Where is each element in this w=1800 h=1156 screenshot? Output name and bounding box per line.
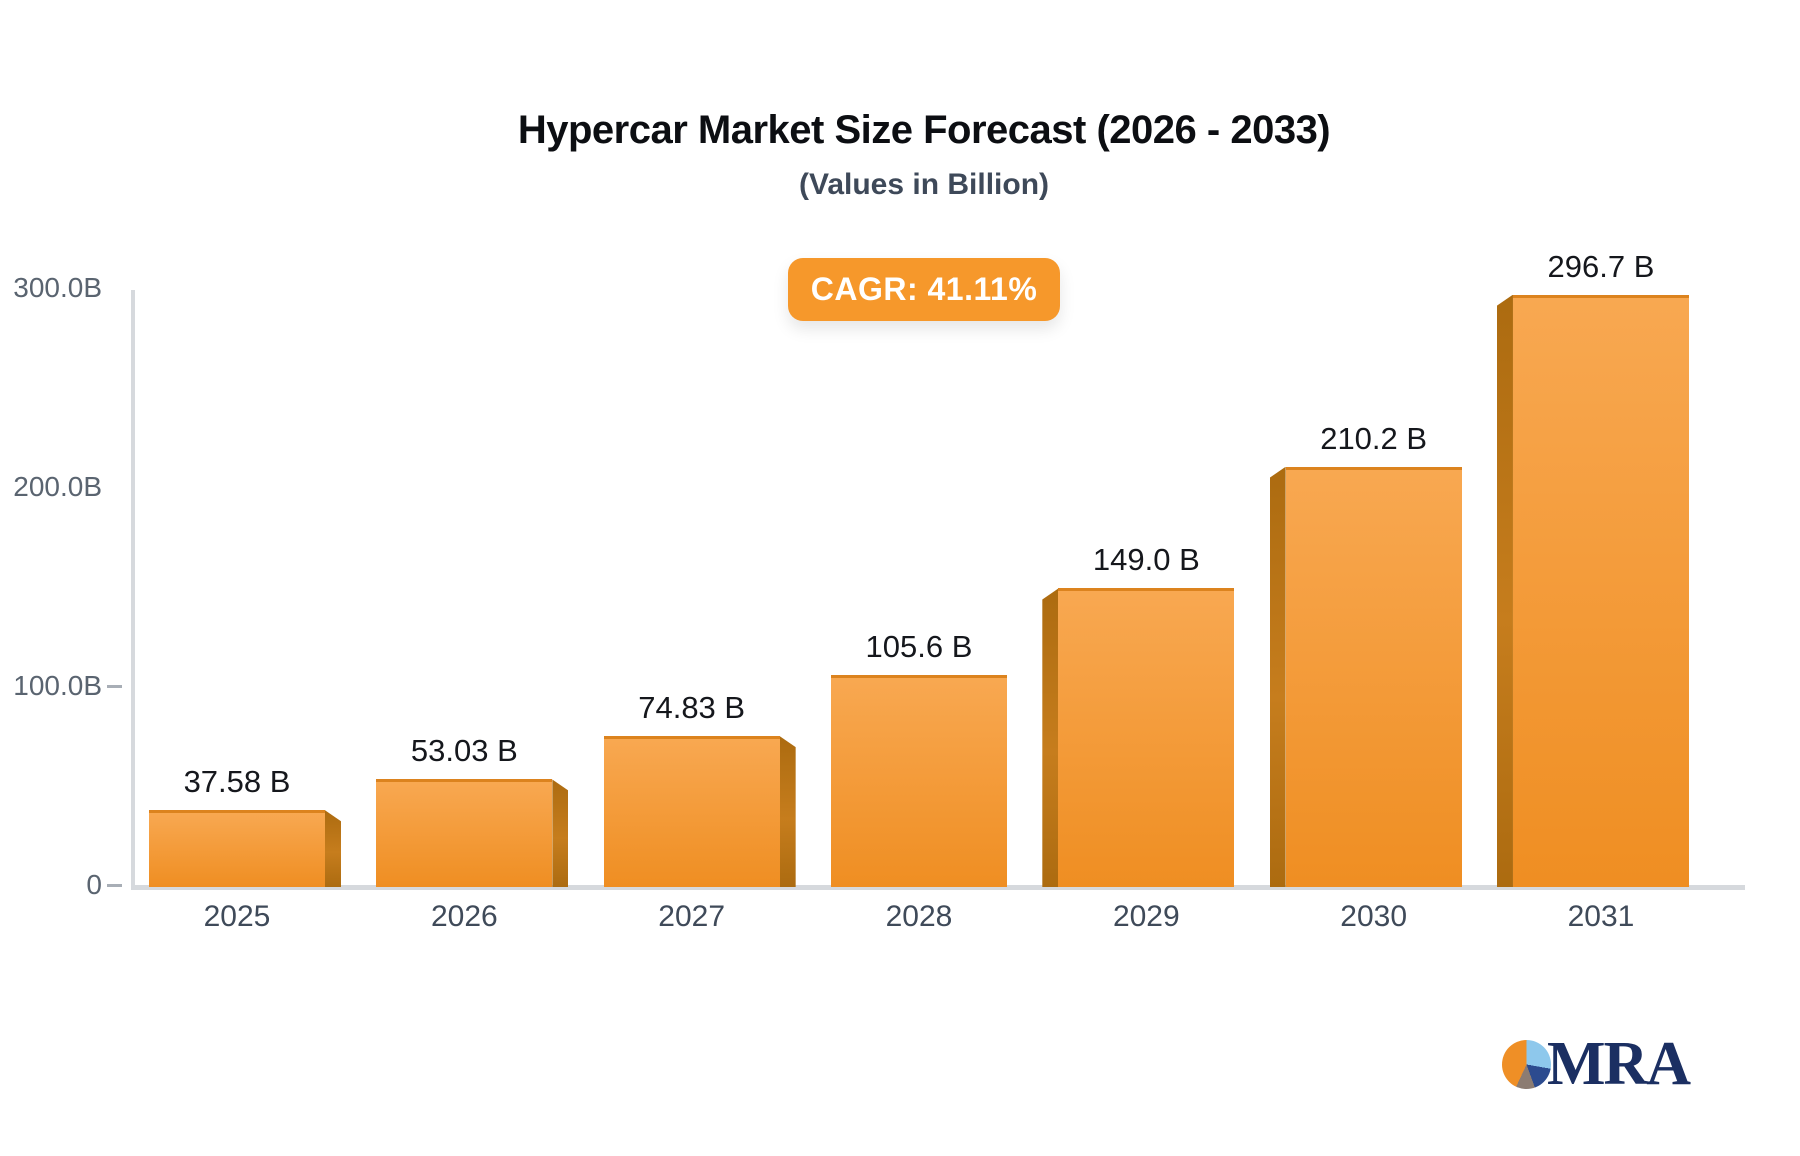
bar-value-label: 74.83 B bbox=[638, 690, 746, 726]
bar-2029 bbox=[1058, 588, 1235, 887]
chart-subtitle: (Values in Billion) bbox=[798, 168, 1050, 201]
brand-logo-text: MRA bbox=[1547, 1030, 1691, 1098]
x-axis-label: 2029 bbox=[1112, 900, 1180, 933]
bar-2028 bbox=[830, 674, 1007, 887]
bar-side-face bbox=[1269, 466, 1286, 887]
pie-chart-logo-icon bbox=[1502, 1040, 1551, 1089]
cagr-badge-label: CAGR: 41.11% bbox=[810, 271, 1038, 307]
x-axis-label: 2025 bbox=[203, 900, 271, 933]
bar-value-label: 37.58 B bbox=[183, 764, 291, 800]
x-axis-label: 2027 bbox=[658, 900, 726, 933]
cagr-badge: CAGR: 41.11% bbox=[788, 258, 1060, 321]
bar-value-label: 53.03 B bbox=[410, 733, 518, 769]
x-axis-label: 2030 bbox=[1340, 900, 1408, 933]
x-axis-label: 2028 bbox=[885, 900, 953, 933]
bar-value-label: 296.7 B bbox=[1547, 248, 1655, 284]
x-axis-label: 2031 bbox=[1567, 900, 1635, 933]
y-axis-label: 100.0B bbox=[13, 670, 102, 701]
bar-2025 bbox=[149, 810, 325, 887]
bar-side-face bbox=[779, 736, 796, 887]
brand-logo: MRA bbox=[1502, 1030, 1691, 1098]
bar-side-face bbox=[325, 810, 341, 887]
chart-title: Hypercar Market Size Forecast (2026 - 20… bbox=[517, 108, 1331, 152]
y-axis-label: 200.0B bbox=[13, 471, 102, 502]
y-axis-tick-mark bbox=[107, 685, 122, 688]
y-axis-label: 300.0B bbox=[13, 272, 102, 303]
bar-value-label: 105.6 B bbox=[865, 628, 973, 664]
bar-side-face bbox=[1496, 294, 1513, 887]
bar-2027 bbox=[603, 736, 780, 887]
bar-value-label: 210.2 B bbox=[1320, 420, 1428, 456]
y-axis-tick-mark bbox=[107, 884, 122, 887]
bar-side-face bbox=[1042, 588, 1059, 887]
y-axis-line bbox=[131, 290, 135, 887]
bar-2031 bbox=[1512, 294, 1689, 887]
y-axis-label: 0 bbox=[86, 869, 102, 900]
bar-value-label: 149.0 B bbox=[1092, 542, 1200, 578]
bar-2026 bbox=[376, 779, 553, 887]
bar-2030 bbox=[1285, 466, 1462, 887]
x-axis-label: 2026 bbox=[430, 900, 498, 933]
x-axis-line bbox=[131, 885, 1745, 890]
bar-side-face bbox=[552, 779, 569, 887]
